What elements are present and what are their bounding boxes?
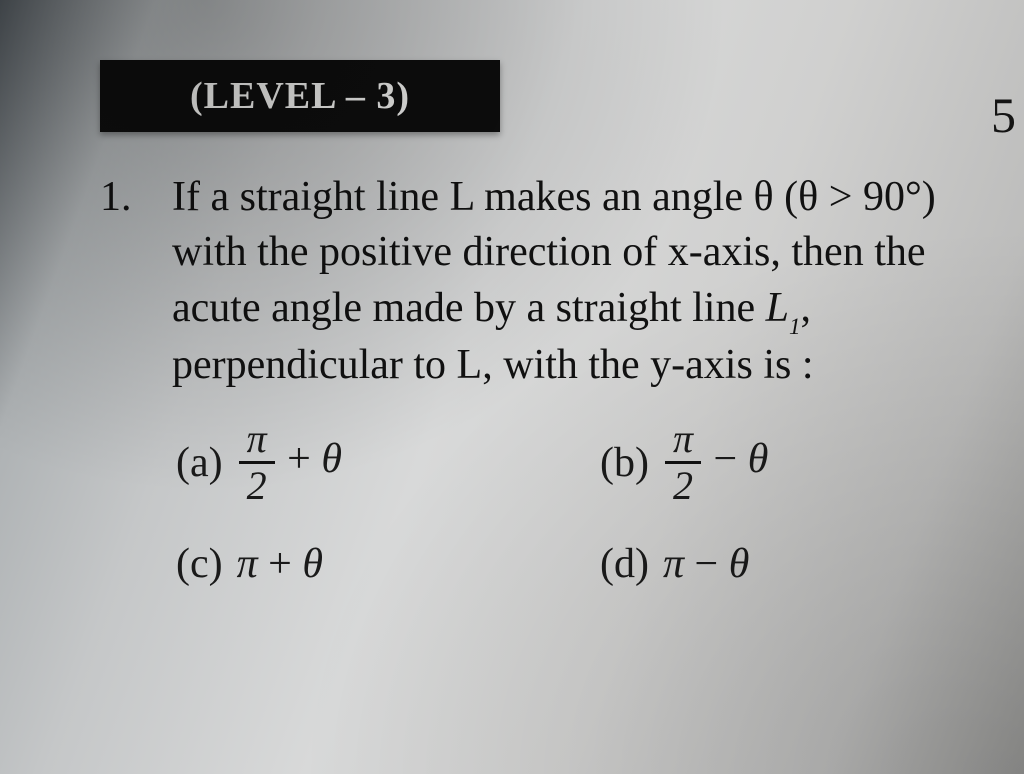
option-c-operator: + bbox=[268, 541, 292, 587]
option-d-pi: π bbox=[663, 541, 684, 587]
option-d-theta: θ bbox=[729, 541, 750, 587]
option-a-label: (a) bbox=[176, 439, 223, 487]
option-a-fraction: π 2 bbox=[239, 419, 275, 506]
options-grid: (a) π 2 + θ (b) π 2 − θ bbox=[176, 419, 964, 588]
option-b-label: (b) bbox=[600, 439, 649, 487]
option-c-theta: θ bbox=[302, 541, 323, 587]
level-banner: (LEVEL – 3) bbox=[100, 60, 500, 132]
option-b-frac-den: 2 bbox=[665, 466, 701, 506]
option-b-operator: − bbox=[714, 436, 738, 482]
option-c-pi: π bbox=[237, 541, 258, 587]
option-b-frac-num: π bbox=[665, 419, 701, 459]
side-page-number: 5 bbox=[991, 86, 1016, 144]
question-text: If a straight line L makes an angle θ (θ… bbox=[172, 170, 964, 393]
question-text-part1: If a straight line L makes an angle θ (θ… bbox=[172, 174, 936, 331]
line-L1-letter: L bbox=[766, 285, 789, 331]
header-row: (LEVEL – 3) bbox=[100, 60, 964, 132]
option-c: (c) π + θ bbox=[176, 540, 540, 588]
page-root: (LEVEL – 3) 5 1. If a straight line L ma… bbox=[0, 0, 1024, 774]
option-b-expression: π 2 − θ bbox=[663, 419, 768, 506]
option-d-operator: − bbox=[695, 541, 719, 587]
option-a-frac-num: π bbox=[239, 419, 275, 459]
line-L1-subscript: 1 bbox=[789, 313, 801, 339]
question-block: 1. If a straight line L makes an angle θ… bbox=[100, 170, 964, 393]
option-a: (a) π 2 + θ bbox=[176, 419, 540, 506]
option-c-expression: π + θ bbox=[237, 540, 323, 588]
option-a-expression: π 2 + θ bbox=[237, 419, 342, 506]
level-banner-text: (LEVEL – 3) bbox=[190, 75, 410, 117]
option-a-frac-den: 2 bbox=[239, 466, 275, 506]
option-a-theta: θ bbox=[321, 436, 342, 482]
option-d-expression: π − θ bbox=[663, 540, 749, 588]
line-L1: L1 bbox=[766, 285, 801, 331]
option-d-label: (d) bbox=[600, 540, 649, 588]
option-b: (b) π 2 − θ bbox=[600, 419, 964, 506]
option-a-operator: + bbox=[287, 436, 311, 482]
option-b-fraction: π 2 bbox=[665, 419, 701, 506]
option-d: (d) π − θ bbox=[600, 540, 964, 588]
question-number: 1. bbox=[100, 170, 144, 225]
option-c-label: (c) bbox=[176, 540, 223, 588]
option-b-theta: θ bbox=[748, 436, 769, 482]
